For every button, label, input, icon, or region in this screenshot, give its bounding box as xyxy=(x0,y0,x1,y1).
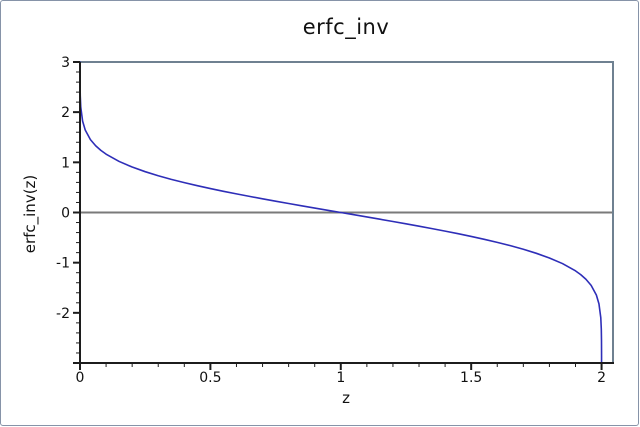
x-tick-label: 0 xyxy=(76,370,85,386)
y-tick-label: 0 xyxy=(61,206,70,222)
x-tick-label: 0.5 xyxy=(199,370,221,386)
y-tick-label: 2 xyxy=(61,105,70,121)
x-axis-label: z xyxy=(342,389,350,407)
y-tick-label: 3 xyxy=(61,55,70,71)
x-tick-label: 2 xyxy=(597,370,606,386)
x-tick-label: 1.5 xyxy=(460,370,482,386)
y-tick-label: 1 xyxy=(61,155,70,171)
erfc-inv-curve xyxy=(79,61,603,364)
chart-title: erfc_inv xyxy=(302,15,390,39)
y-tick-label: -1 xyxy=(56,256,70,272)
y-tick-label: -2 xyxy=(56,306,70,322)
x-tick-label: 1 xyxy=(336,370,345,386)
